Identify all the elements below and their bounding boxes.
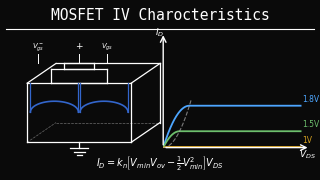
Text: $I_D$: $I_D$ [155, 26, 164, 39]
Text: 1.8V: 1.8V [302, 95, 319, 104]
Text: $V_{gs}^-$: $V_{gs}^-$ [32, 42, 44, 54]
Text: $+$: $+$ [75, 41, 84, 51]
Text: $V_{DS}$: $V_{DS}$ [299, 148, 316, 161]
Text: 1.5V: 1.5V [302, 120, 319, 129]
Text: MOSFET IV Charocteristics: MOSFET IV Charocteristics [51, 8, 269, 23]
Text: 1V: 1V [302, 136, 312, 145]
Text: $I_D = k_n\left[V_{min}V_{ov} - \frac{1}{2}V_{min}^2\right]V_{DS}$: $I_D = k_n\left[V_{min}V_{ov} - \frac{1}… [96, 155, 224, 173]
Text: $V_{gs}$: $V_{gs}$ [101, 42, 113, 53]
